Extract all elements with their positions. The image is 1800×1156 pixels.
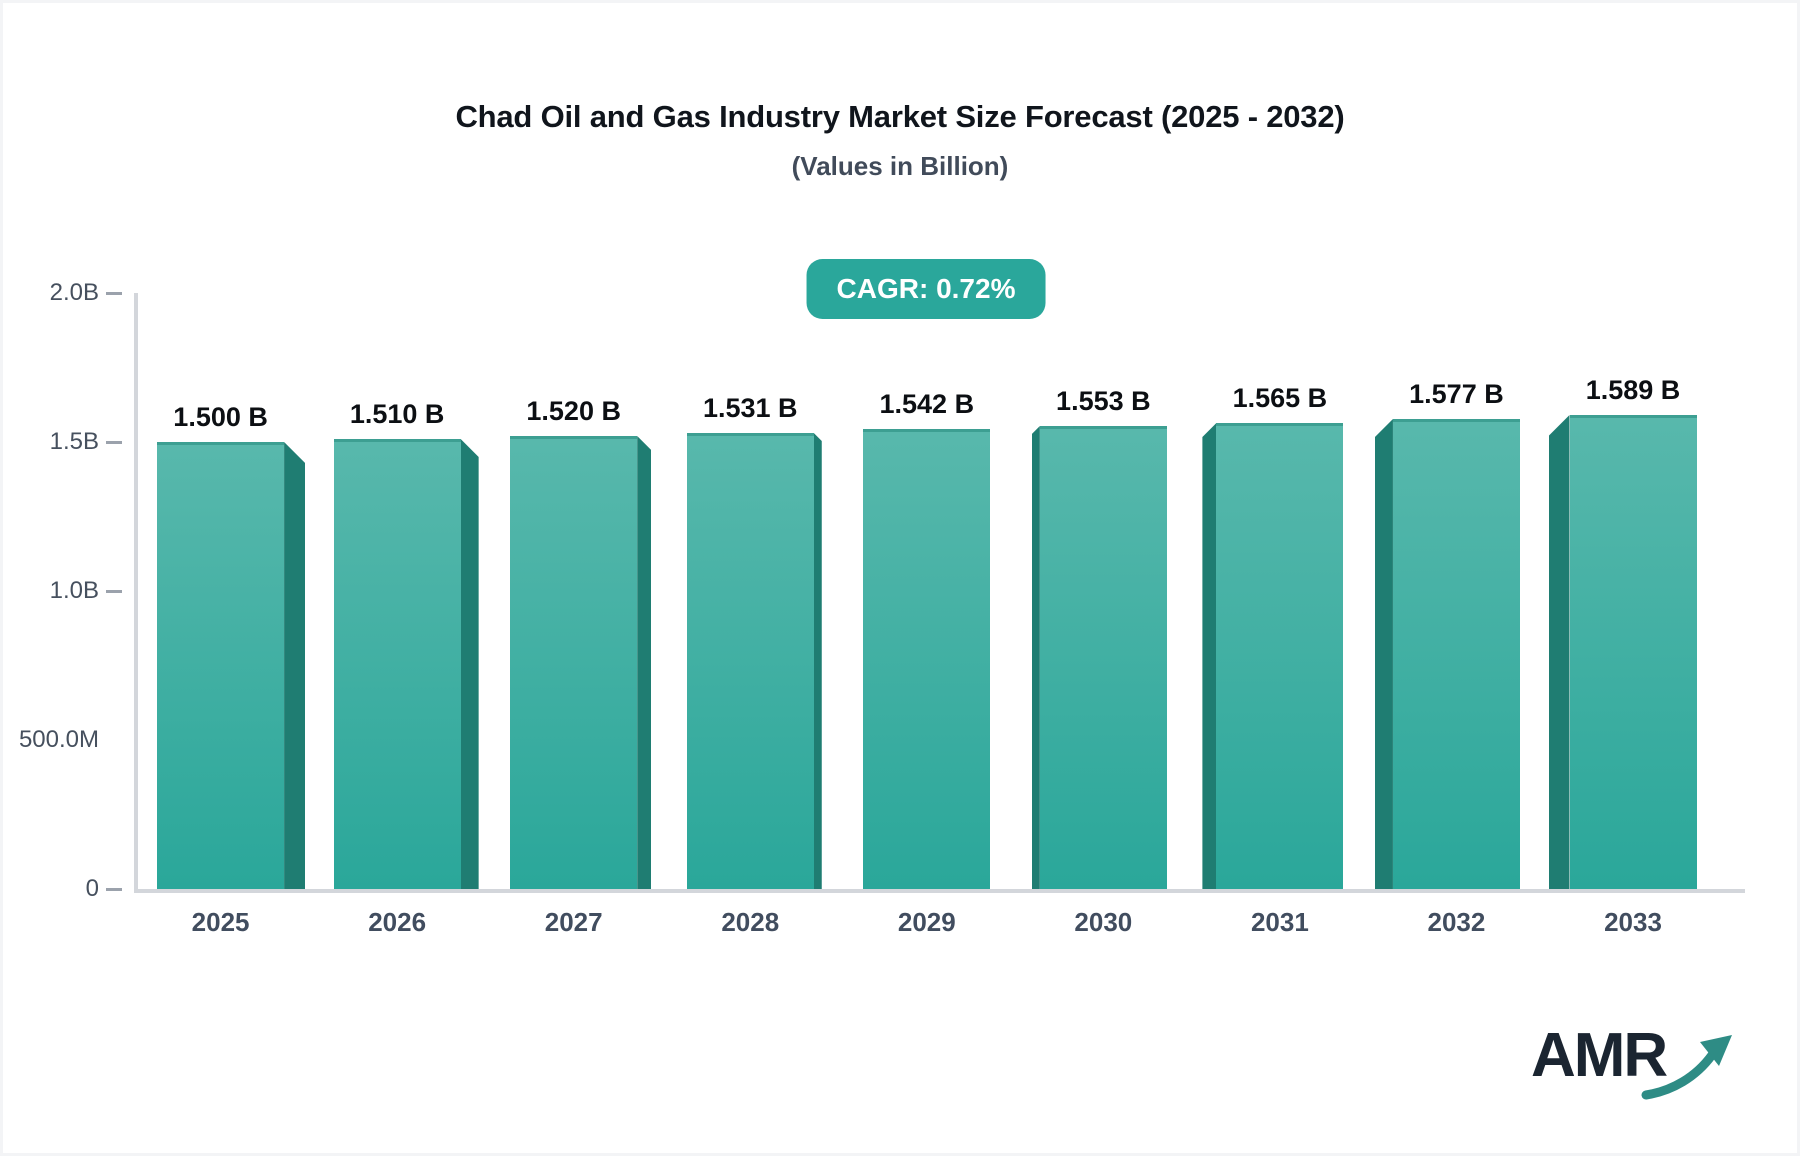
- x-tick-label: 2025: [191, 907, 250, 937]
- x-tick-label: 2028: [721, 907, 780, 937]
- bar: [510, 436, 638, 889]
- bar-value-label: 1.542 B: [879, 389, 975, 419]
- x-tick-label: 2033: [1604, 907, 1662, 937]
- y-tick-label: 0: [85, 875, 99, 902]
- bar: [1039, 426, 1167, 889]
- x-tick-label: 2027: [544, 907, 603, 937]
- bar-chart: 2.0B 1.5B 1.0B 500.0M 0 1.500 B 2025 1.510 B 202…: [3, 3, 1797, 1153]
- y-tick-label: 1.0B: [49, 577, 99, 604]
- bar: [1216, 423, 1344, 889]
- bar-value-label: 1.510 B: [349, 399, 445, 429]
- bar-side-face: [637, 436, 652, 889]
- bar: [863, 429, 991, 889]
- brand-logo: AMR: [1531, 1025, 1736, 1103]
- bar-value-label: 1.553 B: [1056, 386, 1151, 416]
- bar-side-face: [1374, 419, 1393, 889]
- y-tick-label: 500.0M: [18, 726, 99, 753]
- y-tick-label: 2.0B: [49, 279, 99, 306]
- bar-side-face: [1202, 423, 1217, 889]
- bar-side-face: [284, 442, 306, 889]
- bar-value-label: 1.520 B: [526, 396, 621, 426]
- bar: [1392, 419, 1520, 889]
- x-tick-label: 2030: [1074, 907, 1133, 937]
- bar-value-label: 1.565 B: [1232, 383, 1328, 413]
- y-tick-dash: [106, 292, 122, 295]
- y-tick-dash: [106, 888, 122, 891]
- x-tick-label: 2026: [368, 907, 427, 937]
- brand-logo-text: AMR: [1531, 1021, 1668, 1090]
- bar-side-face: [1548, 415, 1570, 889]
- bar-side-face: [460, 439, 479, 889]
- chart-card: Chad Oil and Gas Industry Market Size Fo…: [3, 3, 1797, 1153]
- y-tick-dash: [106, 441, 122, 444]
- x-tick-label: 2029: [897, 907, 956, 937]
- page-subtitle: (Values in Billion): [791, 151, 1009, 181]
- cagr-badge: CAGR: 0.72%: [806, 259, 1046, 319]
- bar-side-face: [813, 433, 822, 889]
- bar: [157, 442, 285, 889]
- bar-value-label: 1.589 B: [1585, 375, 1681, 405]
- growth-arrow-icon: [1641, 1035, 1733, 1100]
- x-axis-line: [134, 889, 1745, 893]
- y-tick-dash: [106, 590, 122, 593]
- bar: [333, 439, 461, 889]
- bar: [1569, 415, 1697, 889]
- bar-value-label: 1.531 B: [702, 393, 798, 423]
- bar: [686, 433, 814, 889]
- x-tick-label: 2032: [1427, 907, 1486, 937]
- bar-value-label: 1.500 B: [173, 402, 268, 432]
- y-tick-label: 1.5B: [49, 428, 99, 455]
- bar-side-face: [1031, 426, 1040, 889]
- y-axis-line: [134, 293, 138, 893]
- x-tick-label: 2031: [1250, 907, 1309, 937]
- bar-value-label: 1.577 B: [1409, 379, 1504, 409]
- page-title: Chad Oil and Gas Industry Market Size Fo…: [455, 99, 1345, 134]
